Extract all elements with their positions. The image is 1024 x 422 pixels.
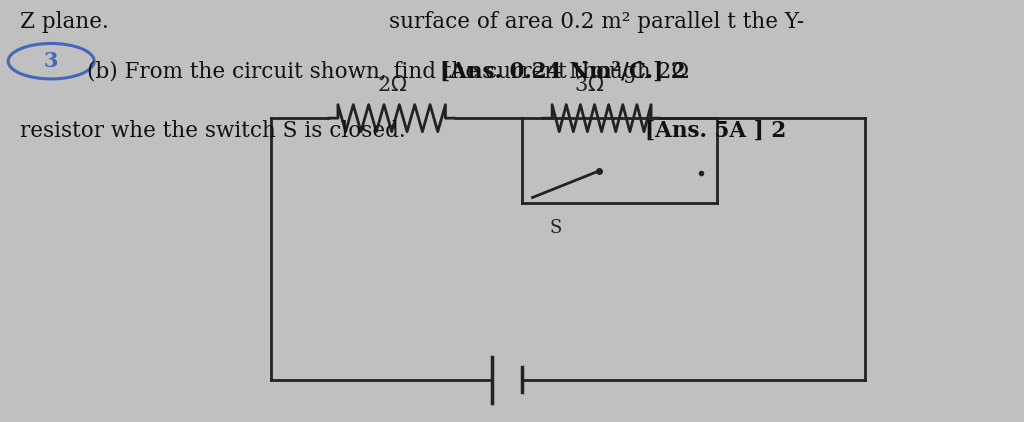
Text: S: S [550,219,562,238]
Text: 3$\Omega$: 3$\Omega$ [573,75,604,95]
Text: [Ans. 5A ] 2: [Ans. 5A ] 2 [645,120,786,142]
Text: [Ans. 0.24 Nm²/C.] 2: [Ans. 0.24 Nm²/C.] 2 [440,61,686,83]
Text: resistor whe the switch S is closed.: resistor whe the switch S is closed. [20,120,407,142]
Text: surface of area 0.2 m² parallel t the Y-: surface of area 0.2 m² parallel t the Y- [389,11,804,32]
Text: 3: 3 [44,51,58,71]
Text: 2$\Omega$: 2$\Omega$ [377,75,408,95]
Text: Z plane.: Z plane. [20,11,110,32]
Text: (b) From the circuit shown, find the current though 2Ω: (b) From the circuit shown, find the cur… [87,61,689,83]
